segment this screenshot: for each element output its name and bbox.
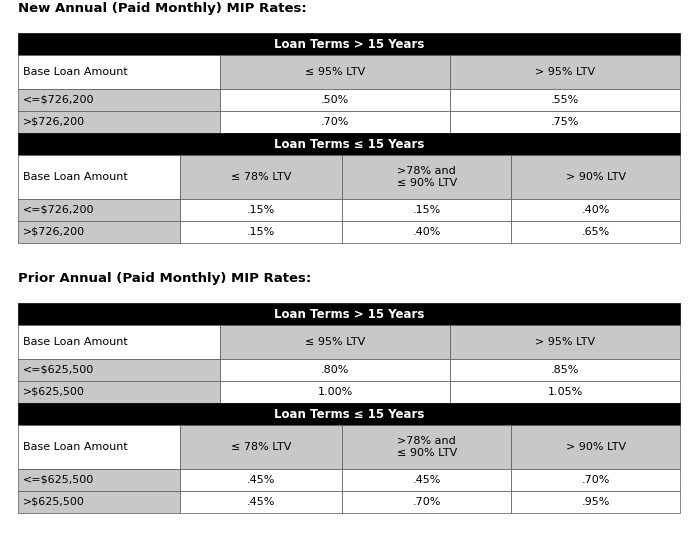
Bar (511, 199, 680, 221)
Bar (450, 325, 680, 359)
Bar (18, 325, 220, 359)
Text: .45%: .45% (247, 497, 276, 507)
Text: .80%: .80% (321, 365, 349, 375)
Text: .50%: .50% (321, 95, 349, 105)
Bar (450, 111, 680, 133)
Text: ≤ 95% LTV: ≤ 95% LTV (305, 67, 365, 77)
Bar (450, 381, 680, 403)
Text: .40%: .40% (582, 205, 610, 215)
Text: .95%: .95% (582, 497, 610, 507)
Bar (18, 111, 220, 133)
Bar (18, 303, 680, 325)
Bar (18, 221, 180, 243)
Text: ≤ 95% LTV: ≤ 95% LTV (305, 337, 365, 347)
Bar (18, 381, 220, 403)
Text: .65%: .65% (582, 227, 610, 237)
Text: Loan Terms ≤ 15 Years: Loan Terms ≤ 15 Years (274, 407, 424, 421)
Bar (18, 155, 180, 199)
Text: .15%: .15% (413, 205, 441, 215)
Text: 1.05%: 1.05% (547, 387, 583, 397)
Text: .70%: .70% (412, 497, 441, 507)
Bar (450, 89, 680, 111)
Text: >$625,500: >$625,500 (23, 387, 85, 397)
Text: ≤ 78% LTV: ≤ 78% LTV (231, 442, 291, 452)
Bar (180, 425, 342, 469)
Text: .55%: .55% (551, 95, 580, 105)
Bar (18, 133, 680, 155)
Bar (342, 469, 511, 491)
Bar (511, 469, 680, 491)
Text: New Annual (Paid Monthly) MIP Rates:: New Annual (Paid Monthly) MIP Rates: (18, 2, 307, 15)
Text: .40%: .40% (412, 227, 441, 237)
Text: .15%: .15% (247, 227, 275, 237)
Text: Base Loan Amount: Base Loan Amount (23, 442, 127, 452)
Bar (511, 491, 680, 513)
Text: >$726,200: >$726,200 (23, 117, 85, 127)
Bar (18, 33, 680, 55)
Bar (18, 491, 180, 513)
Text: >78% and
≤ 90% LTV: >78% and ≤ 90% LTV (397, 436, 457, 458)
Bar (511, 221, 680, 243)
Bar (18, 89, 220, 111)
Text: > 90% LTV: > 90% LTV (566, 172, 626, 182)
Text: <=$726,200: <=$726,200 (23, 205, 94, 215)
Text: <=$726,200: <=$726,200 (23, 95, 94, 105)
Text: <=$625,500: <=$625,500 (23, 475, 94, 485)
Text: > 95% LTV: > 95% LTV (535, 337, 595, 347)
Text: .45%: .45% (247, 475, 276, 485)
Bar (342, 155, 511, 199)
Bar (220, 381, 450, 403)
Text: .45%: .45% (412, 475, 441, 485)
Bar (180, 199, 342, 221)
Bar (511, 155, 680, 199)
Bar (511, 425, 680, 469)
Text: > 95% LTV: > 95% LTV (535, 67, 595, 77)
Bar (220, 89, 450, 111)
Text: >$726,200: >$726,200 (23, 227, 85, 237)
Bar (18, 469, 180, 491)
Text: Base Loan Amount: Base Loan Amount (23, 337, 127, 347)
Text: ≤ 78% LTV: ≤ 78% LTV (231, 172, 291, 182)
Bar (18, 359, 220, 381)
Text: >78% and
≤ 90% LTV: >78% and ≤ 90% LTV (397, 166, 457, 188)
Bar (220, 55, 450, 89)
Bar (450, 55, 680, 89)
Bar (342, 491, 511, 513)
Bar (220, 325, 450, 359)
Text: .70%: .70% (582, 475, 610, 485)
Bar (180, 469, 342, 491)
Text: .75%: .75% (551, 117, 580, 127)
Text: 1.00%: 1.00% (318, 387, 353, 397)
Bar (450, 359, 680, 381)
Text: Loan Terms > 15 Years: Loan Terms > 15 Years (274, 38, 424, 51)
Bar (220, 111, 450, 133)
Bar (180, 221, 342, 243)
Text: <=$625,500: <=$625,500 (23, 365, 94, 375)
Text: Base Loan Amount: Base Loan Amount (23, 172, 127, 182)
Text: >$625,500: >$625,500 (23, 497, 85, 507)
Text: .15%: .15% (247, 205, 275, 215)
Text: > 90% LTV: > 90% LTV (566, 442, 626, 452)
Text: Base Loan Amount: Base Loan Amount (23, 67, 127, 77)
Text: .85%: .85% (551, 365, 580, 375)
Text: .70%: .70% (321, 117, 349, 127)
Bar (180, 491, 342, 513)
Bar (220, 359, 450, 381)
Bar (18, 55, 220, 89)
Bar (342, 425, 511, 469)
Bar (18, 425, 180, 469)
Bar (180, 155, 342, 199)
Text: Prior Annual (Paid Monthly) MIP Rates:: Prior Annual (Paid Monthly) MIP Rates: (18, 272, 312, 285)
Bar (342, 221, 511, 243)
Text: Loan Terms > 15 Years: Loan Terms > 15 Years (274, 307, 424, 320)
Bar (18, 403, 680, 425)
Text: Loan Terms ≤ 15 Years: Loan Terms ≤ 15 Years (274, 138, 424, 150)
Bar (18, 199, 180, 221)
Bar (342, 199, 511, 221)
